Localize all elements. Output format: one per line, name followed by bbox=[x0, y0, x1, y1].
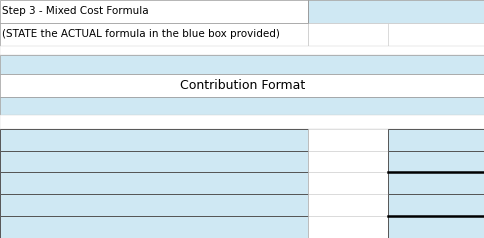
Bar bbox=[0, 23, 307, 46]
Text: (STATE the ACTUAL formula in the blue box provided): (STATE the ACTUAL formula in the blue bo… bbox=[2, 30, 280, 40]
Bar bbox=[0, 0, 307, 23]
Bar bbox=[387, 23, 484, 46]
Bar bbox=[387, 173, 484, 194]
Bar bbox=[307, 216, 387, 238]
Bar bbox=[307, 151, 387, 173]
Bar bbox=[0, 173, 307, 194]
Bar bbox=[307, 23, 387, 46]
Text: Contribution Format: Contribution Format bbox=[180, 79, 304, 92]
Bar bbox=[0, 115, 484, 129]
Text: Step 3 - Mixed Cost Formula: Step 3 - Mixed Cost Formula bbox=[2, 6, 149, 16]
Bar bbox=[307, 0, 484, 23]
Bar bbox=[0, 55, 484, 74]
Bar bbox=[387, 216, 484, 238]
Bar bbox=[0, 194, 307, 216]
Bar bbox=[0, 46, 484, 55]
Bar bbox=[0, 74, 484, 97]
Bar bbox=[387, 129, 484, 151]
Bar bbox=[307, 129, 387, 151]
Bar bbox=[0, 97, 484, 115]
Bar bbox=[387, 151, 484, 173]
Bar bbox=[307, 194, 387, 216]
Bar bbox=[0, 216, 307, 238]
Bar bbox=[307, 173, 387, 194]
Bar bbox=[0, 151, 307, 173]
Bar bbox=[387, 194, 484, 216]
Bar bbox=[0, 129, 307, 151]
